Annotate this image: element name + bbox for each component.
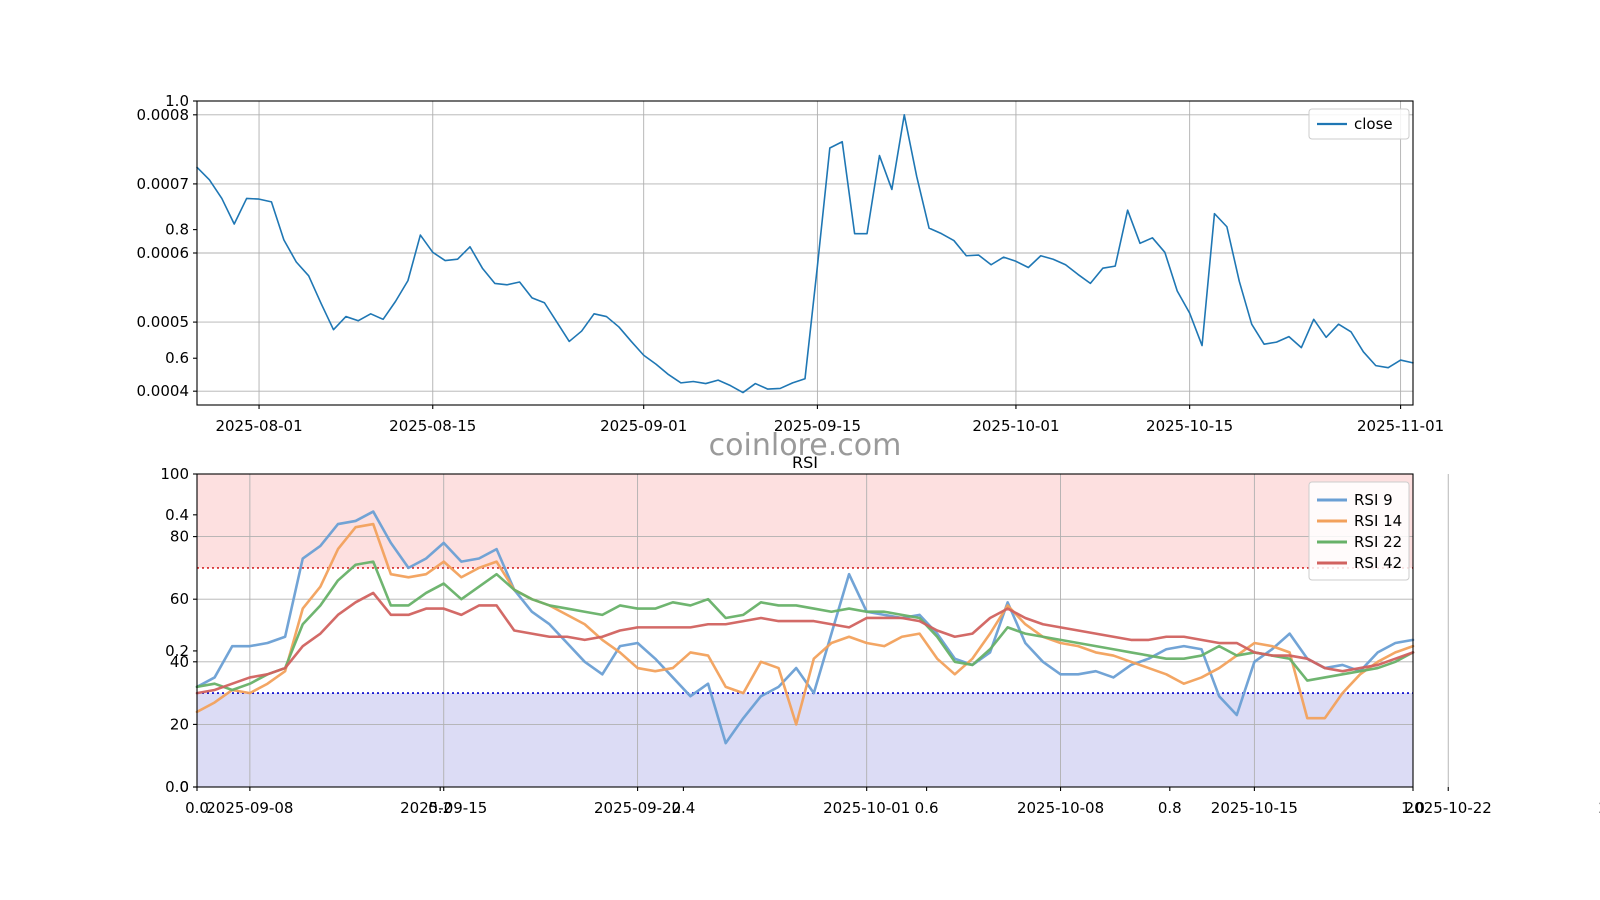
rsi-series-lines [195, 510, 1415, 745]
price-y-tick-label: 0.0008 [137, 106, 190, 124]
coinlore-watermark: coinlore.com [709, 428, 902, 463]
overbought-band [197, 474, 1413, 568]
rsi-threshold-bands [197, 474, 1413, 787]
price-y-tick-label: 0.0005 [137, 313, 190, 331]
rsi-y-tick-label: 20 [170, 715, 189, 733]
price-y-tick-label-secondary: 0.8 [165, 221, 189, 239]
rsi-x-tick-label: 2025-10-22 [1405, 799, 1492, 817]
legend-label-rsi-22: RSI 22 [1354, 533, 1402, 551]
rsi-line-rsi-14 [195, 522, 1415, 726]
legend-label-rsi-14: RSI 14 [1354, 512, 1402, 530]
rsi-y-tick-label: 100 [160, 465, 189, 483]
rsi-y-tick-label-secondary: 0.0 [165, 778, 189, 796]
rsi-line-rsi-22 [195, 560, 1415, 692]
price-y-tick-label: 0.0004 [137, 382, 190, 400]
price-x-tick-label: 2025-10-01 [972, 417, 1059, 435]
price-y-axis-ticks: 0.0008 0.0007 0.0006 0.0005 0.0004 [137, 106, 197, 400]
rsi-y-tick-label-secondary: 0.4 [165, 506, 189, 524]
rsi-x-tick-label: 2025-09-08 [206, 799, 293, 817]
oversold-band [197, 693, 1413, 787]
rsi-x-tick-label-secondary: 0.0 [185, 799, 209, 817]
rsi-legend[interactable]: RSI 9 RSI 14 RSI 22 RSI 42 [1308, 481, 1410, 581]
price-x-tick-label: 2025-10-15 [1146, 417, 1233, 435]
price-x-tick-label: 2025-08-15 [389, 417, 476, 435]
rsi-panel-title: RSI [792, 453, 818, 472]
price-y-axis-secondary-ticks: 1.0 0.8 0.6 [165, 92, 197, 367]
price-x-tick-label: 2025-09-15 [774, 417, 861, 435]
rsi-x-tick-label: 2025-11-01 [1599, 799, 1600, 817]
rsi-y-tick-label: 40 [170, 653, 189, 671]
price-y-tick-label: 0.0007 [137, 175, 190, 193]
legend-label-rsi-9: RSI 9 [1354, 491, 1393, 509]
rsi-x-tick-label: 2025-09-15 [400, 799, 487, 817]
rsi-y-tick-label-secondary: 0.2 [165, 642, 189, 660]
rsi-x-tick-label-secondary: 0.2 [428, 799, 452, 817]
rsi-x-tick-label: 2025-10-08 [1017, 799, 1104, 817]
rsi-x-tick-label-secondary: 0.8 [1158, 799, 1182, 817]
rsi-x-tick-label: 2025-09-22 [594, 799, 681, 817]
price-x-axis-ticks: 2025-08-01 2025-08-15 2025-09-01 2025-09-15… [215, 405, 1444, 435]
rsi-y-axis-secondary-ticks: 0.4 0.2 0.0 [165, 506, 197, 796]
rsi-y-axis-ticks: 100 80 60 40 20 0 [160, 465, 197, 796]
price-legend[interactable]: close [1308, 108, 1410, 140]
legend-label-close: close [1354, 115, 1393, 133]
price-y-tick-label-secondary: 0.6 [165, 349, 189, 367]
price-x-tick-label: 2025-08-01 [215, 417, 302, 435]
rsi-grid [197, 474, 1449, 787]
rsi-x-axis-secondary-ticks: 0.0 0.2 0.4 0.6 0.8 1.0 [185, 787, 1425, 817]
price-plot-frame [196, 100, 1414, 406]
price-grid [197, 101, 1413, 405]
price-close-line [196, 114, 1414, 394]
rsi-x-tick-label: 2025-10-15 [1211, 799, 1298, 817]
rsi-x-tick-label-secondary: 0.6 [915, 799, 939, 817]
price-y-tick-label: 0.0006 [137, 244, 190, 262]
legend-label-rsi-42: RSI 42 [1354, 554, 1402, 572]
rsi-x-tick-label-secondary: 1.0 [1401, 799, 1425, 817]
rsi-x-tick-label: 2025-10-01 [823, 799, 910, 817]
price-x-tick-label: 2025-09-01 [600, 417, 687, 435]
price-panel: 0.0008 0.0007 0.0006 0.0005 0.0004 1.0 0.8 0.6… [137, 92, 1445, 435]
rsi-plot-frame [196, 473, 1414, 788]
rsi-y-tick-label: 0 [179, 778, 189, 796]
price-series-lines [196, 114, 1414, 394]
price-y-tick-label-secondary: 1.0 [165, 92, 189, 110]
rsi-x-axis-ticks: 2025-09-08 2025-09-15 2025-09-22 2025-10-01… [206, 787, 1600, 817]
rsi-y-tick-label: 80 [170, 528, 189, 546]
rsi-x-tick-label-secondary: 0.4 [671, 799, 695, 817]
rsi-y-tick-label: 60 [170, 590, 189, 608]
price-x-tick-label: 2025-11-01 [1357, 417, 1444, 435]
legend-background [1308, 108, 1410, 140]
legend-background [1308, 481, 1410, 581]
rsi-line-rsi-42 [195, 591, 1415, 695]
